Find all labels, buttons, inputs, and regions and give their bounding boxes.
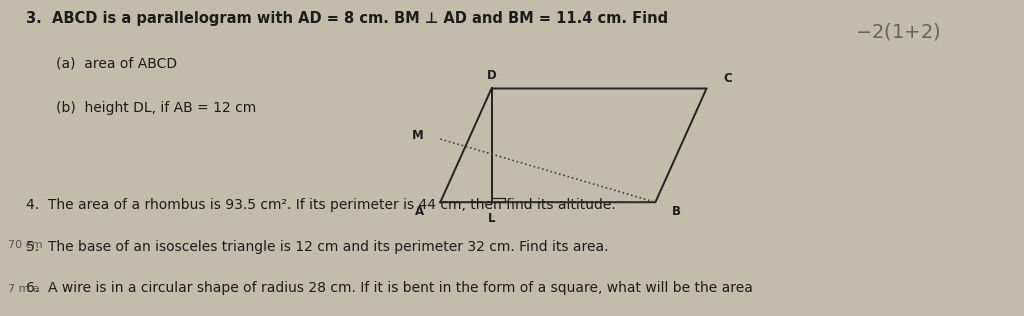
Text: $-2(1{+}2)$: $-2(1{+}2)$ [855, 21, 940, 41]
Text: 7 m a: 7 m a [8, 284, 40, 295]
Text: 3.  ABCD is a parallelogram with AD = 8 cm. BM ⊥ AD and BM = 11.4 cm. Find: 3. ABCD is a parallelogram with AD = 8 c… [26, 11, 668, 26]
Text: L: L [487, 212, 496, 225]
Text: 70 cm: 70 cm [8, 240, 43, 250]
Text: B: B [672, 205, 681, 218]
Text: 6.  A wire is in a circular shape of radius 28 cm. If it is bent in the form of : 6. A wire is in a circular shape of radi… [26, 281, 753, 295]
Text: M: M [413, 129, 424, 143]
Text: D: D [486, 69, 497, 82]
Text: A: A [415, 205, 424, 218]
Text: (a)  area of ABCD: (a) area of ABCD [56, 57, 177, 71]
Text: C: C [723, 72, 732, 85]
Text: 5.  The base of an isosceles triangle is 12 cm and its perimeter 32 cm. Find its: 5. The base of an isosceles triangle is … [26, 240, 608, 254]
Text: (b)  height DL, if AB = 12 cm: (b) height DL, if AB = 12 cm [56, 101, 257, 115]
Text: 4.  The area of a rhombus is 93.5 cm². If its perimeter is 44 cm, then find its : 4. The area of a rhombus is 93.5 cm². If… [26, 198, 615, 211]
